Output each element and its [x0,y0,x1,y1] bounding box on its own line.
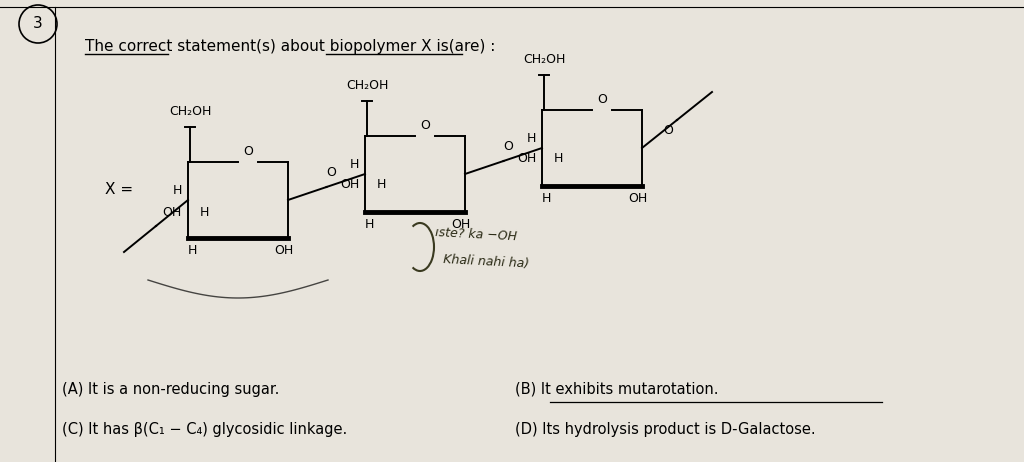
Text: H: H [200,206,209,219]
Text: OH: OH [340,177,359,190]
Text: OH: OH [274,244,294,257]
Text: OH: OH [163,206,182,219]
Text: H: H [526,132,536,145]
Text: (A) It is a non-reducing sugar.: (A) It is a non-reducing sugar. [62,382,280,397]
Text: (C) It has β(C₁ − C₄) glycosidic linkage.: (C) It has β(C₁ − C₄) glycosidic linkage… [62,422,347,437]
Text: (B) It exhibits mutarotation.: (B) It exhibits mutarotation. [515,382,719,397]
Text: O: O [504,140,513,153]
Text: H: H [377,177,386,190]
Text: O: O [327,166,337,179]
Text: H: H [365,218,374,231]
Text: O: O [664,124,673,137]
Text: CH₂OH: CH₂OH [346,79,388,92]
Text: O: O [420,119,430,132]
Text: H: H [187,244,197,257]
Text: H: H [349,158,359,170]
Text: 3: 3 [33,17,43,31]
Text: H: H [173,183,182,196]
Text: ıste? ka −OH: ıste? ka −OH [435,226,517,243]
Text: OH: OH [452,218,471,231]
Text: The correct statement(s) about biopolymer X is(are) :: The correct statement(s) about biopolyme… [85,39,496,55]
Text: O: O [597,93,607,106]
Text: CH₂OH: CH₂OH [523,53,565,66]
Text: Khali nahi ha): Khali nahi ha) [443,253,529,271]
Text: (D) Its hydrolysis product is D-Galactose.: (D) Its hydrolysis product is D-Galactos… [515,422,816,437]
Text: CH₂OH: CH₂OH [169,105,211,118]
Text: H: H [542,192,551,205]
Text: H: H [554,152,563,164]
Text: O: O [243,145,253,158]
Text: OH: OH [629,192,647,205]
Text: X =: X = [105,182,133,197]
Text: OH: OH [517,152,536,164]
